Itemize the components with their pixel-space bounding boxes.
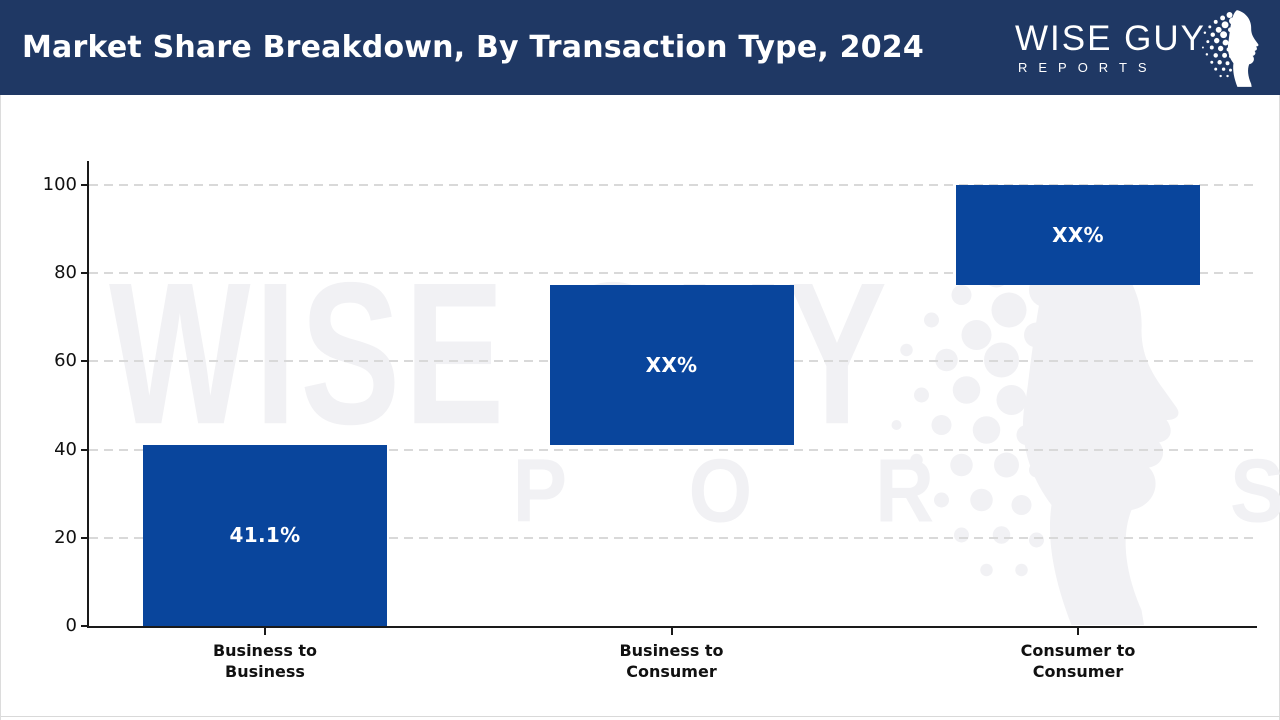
bar-value-label-business-to-business: 41.1% [229,523,301,548]
logo-wordmark: WISE GUY REPORTS [1014,18,1206,75]
brand-logo: WISE GUY REPORTS [1015,8,1262,87]
logo-line2: REPORTS [1017,59,1158,75]
y-tick-0 [81,625,89,627]
logo-head-icon [1201,10,1259,87]
x-category-label-business-to-business: Business to Business [212,641,318,681]
bar-value-label-consumer-to-consumer: XX% [1052,223,1104,248]
x-category-label-consumer-to-consumer: Consumer to Consumer [1020,641,1136,681]
header: Market Share Breakdown, By Transaction T… [0,0,1280,95]
x-tick-business-to-consumer [670,628,673,635]
y-tick-60 [81,360,89,363]
y-tick-label-0: 0 [65,615,77,636]
y-tick-40 [81,448,89,451]
x-axis-spine [89,626,1257,628]
logo-line1: WISE GUY [1014,18,1206,58]
bar-consumer-to-consumer: XX% [956,185,1200,286]
bottom-divider [1,716,1280,717]
bar-business-to-consumer: XX% [549,285,794,445]
y-tick-80 [81,272,89,275]
page-title: Market Share Breakdown, By Transaction T… [22,30,924,65]
gridline-80 [89,272,1255,275]
bar-value-label-business-to-consumer: XX% [645,352,698,377]
y-axis-spine [87,161,89,628]
y-tick-label-20: 20 [54,526,77,548]
gridline-20 [89,536,1255,539]
gridline-100 [89,184,1255,186]
bar-business-to-business: 41.1% [143,444,387,626]
gridline-40 [89,448,1255,451]
y-tick-label-100: 100 [42,174,77,195]
y-tick-label-40: 40 [54,438,77,460]
x-category-label-business-to-consumer: Business to Consumer [619,641,724,681]
y-tick-20 [81,536,89,539]
chart-area: WISE GUY R E P O R T S 0 20 40 60 80 100 41.1%… [0,95,1280,720]
y-tick-label-80: 80 [54,262,77,284]
y-tick-100 [81,184,89,186]
y-tick-label-60: 60 [54,350,77,372]
x-tick-business-to-business [264,628,266,635]
x-tick-consumer-to-consumer [1077,628,1079,635]
